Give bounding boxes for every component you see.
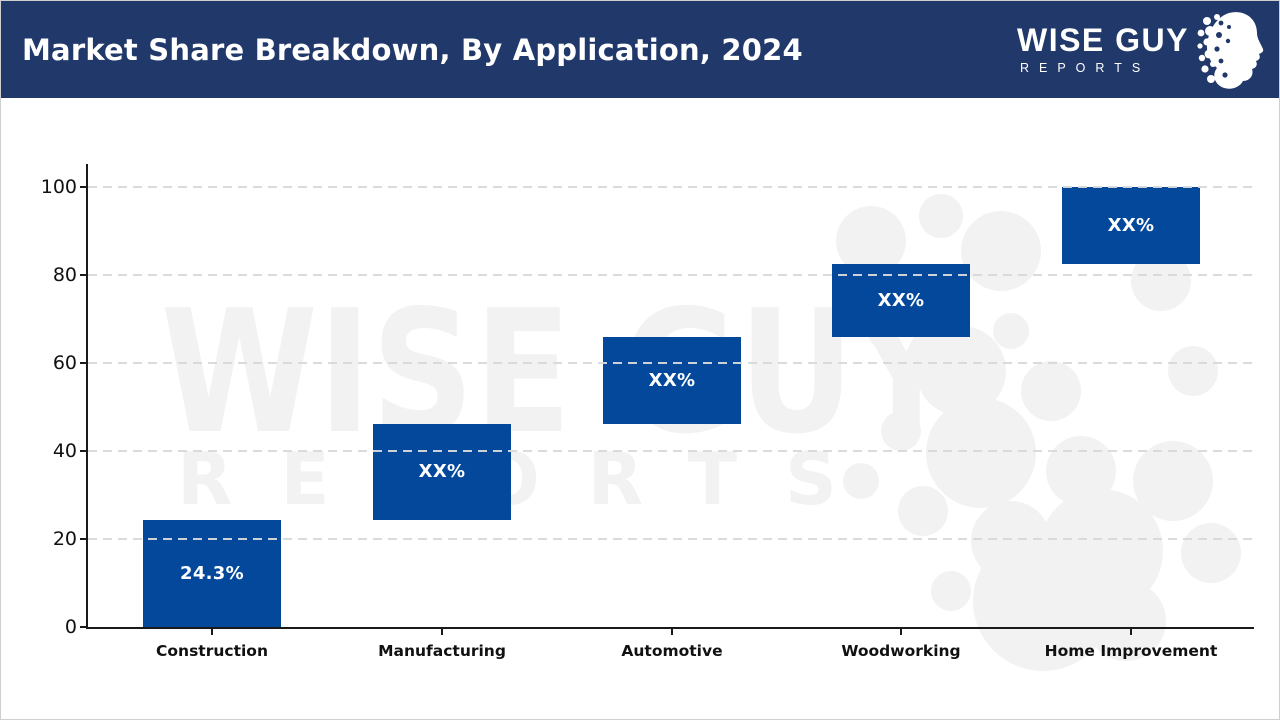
bar-value-label: XX%	[1107, 215, 1155, 236]
x-tick-mark	[441, 629, 443, 635]
gridline-20	[88, 538, 1254, 540]
chart-title: Market Share Breakdown, By Application, …	[22, 32, 803, 67]
brand-subtitle: REPORTS	[1019, 61, 1151, 75]
brand-logo-text: WISE GUY REPORTS	[1017, 24, 1189, 75]
x-tick-label: Home Improvement	[1044, 642, 1218, 660]
x-tick-mark	[900, 629, 902, 635]
y-tick-label: 40	[52, 440, 77, 462]
y-tick-mark	[80, 186, 87, 188]
y-tick-mark	[80, 450, 87, 452]
gridline-60	[88, 362, 1254, 364]
bar-value-label: 24.3%	[180, 563, 244, 585]
x-tick-mark	[1130, 629, 1132, 635]
x-tick-mark	[671, 629, 673, 635]
x-tick-label: Manufacturing	[378, 642, 506, 660]
y-tick-label: 100	[40, 176, 77, 198]
bar-manufacturing	[373, 423, 511, 521]
x-tick-mark	[211, 629, 213, 635]
x-axis-line	[86, 627, 1254, 629]
x-tick-label: Construction	[156, 642, 268, 660]
brand-name: WISE GUY	[1016, 22, 1189, 58]
y-tick-label: 0	[64, 616, 77, 638]
gridline-40	[88, 450, 1254, 452]
x-tick-label: Woodworking	[841, 642, 961, 660]
y-tick-mark	[80, 538, 87, 540]
gridline-100	[88, 186, 1254, 188]
bar-value-label: XX%	[648, 370, 696, 392]
y-axis-line	[86, 164, 88, 629]
x-tick-label: Automotive	[621, 642, 723, 660]
gridline-80	[88, 274, 1254, 276]
y-tick-label: 60	[52, 352, 77, 374]
bar-construction	[143, 520, 281, 627]
bar-automotive	[603, 337, 741, 424]
head-profile-logo-icon	[1197, 11, 1264, 89]
y-tick-mark	[80, 362, 87, 364]
y-tick-mark	[80, 274, 87, 276]
y-tick-label: 20	[52, 528, 77, 550]
bar-value-label: XX%	[418, 461, 466, 483]
brand-logo: WISE GUY REPORTS	[1017, 9, 1267, 91]
bar-value-label: XX%	[877, 290, 925, 312]
y-tick-mark	[80, 626, 87, 628]
y-tick-label: 80	[52, 264, 77, 286]
header-bar: Market Share Breakdown, By Application, …	[1, 1, 1279, 98]
